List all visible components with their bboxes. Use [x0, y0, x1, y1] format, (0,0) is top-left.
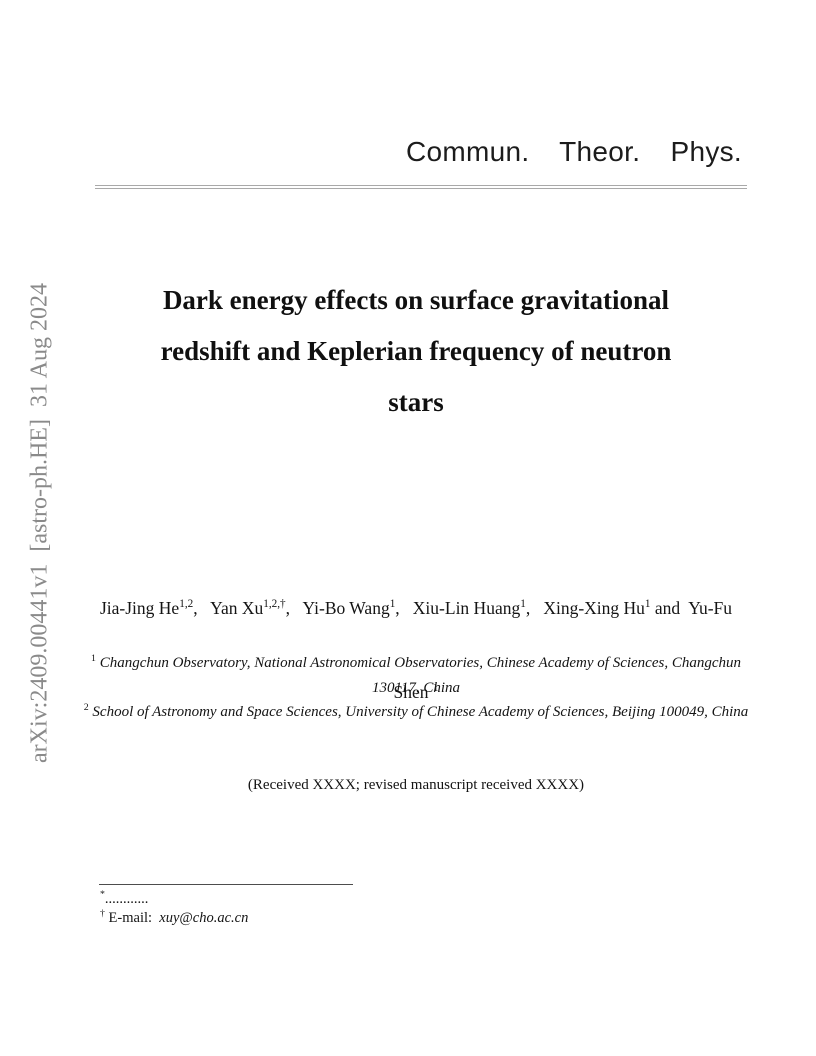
- paper-title-line-2: redshift and Keplerian frequency of neut…: [160, 336, 672, 366]
- author: Yi-Bo Wang1,: [302, 598, 413, 618]
- affiliations: 1 Changchun Observatory, National Astron…: [80, 651, 752, 725]
- paper-title: Dark energy effects on surface gravitati…: [88, 275, 744, 428]
- paper-title-line-3: stars: [388, 387, 444, 417]
- author: Xing-Xing Hu1 and: [543, 598, 689, 618]
- affiliation-1: 1 Changchun Observatory, National Astron…: [91, 653, 741, 696]
- header-double-rule: [95, 185, 747, 189]
- footnote-email: † E-mail: xuy@cho.ac.cn: [100, 908, 249, 926]
- author: Jia-Jing He1,2,: [99, 598, 211, 618]
- paper-title-line-1: Dark energy effects on surface gravitati…: [162, 285, 670, 315]
- author: Shen 1: [393, 682, 439, 702]
- received-note: (Received XXXX; revised manuscript recei…: [247, 777, 585, 793]
- journal-name-header: Commun. Theor. Phys.: [406, 136, 742, 167]
- footnote-thanks: *............: [100, 889, 149, 907]
- author-line-2: Shen 1: [88, 678, 744, 706]
- author: Yan Xu1,2,†,: [210, 598, 303, 618]
- author-line-1: Jia-Jing He1,2, Yan Xu1,2,†, Yi-Bo Wang1…: [88, 594, 744, 622]
- arxiv-stamp: arXiv:2409.00441v1 [astro-ph.HE] 31 Aug …: [26, 283, 53, 763]
- footnotes: *............ † E-mail: xuy@cho.ac.cn: [100, 890, 600, 928]
- author-list: Jia-Jing He1,2, Yan Xu1,2,†, Yi-Bo Wang1…: [88, 538, 744, 762]
- footnote-rule: [99, 884, 353, 885]
- author: Yu-Fu: [688, 598, 733, 618]
- affiliation-2: 2 School of Astronomy and Space Sciences…: [83, 702, 749, 720]
- author: Xiu-Lin Huang1,: [412, 598, 544, 618]
- email-address: xuy@cho.ac.cn: [159, 910, 249, 926]
